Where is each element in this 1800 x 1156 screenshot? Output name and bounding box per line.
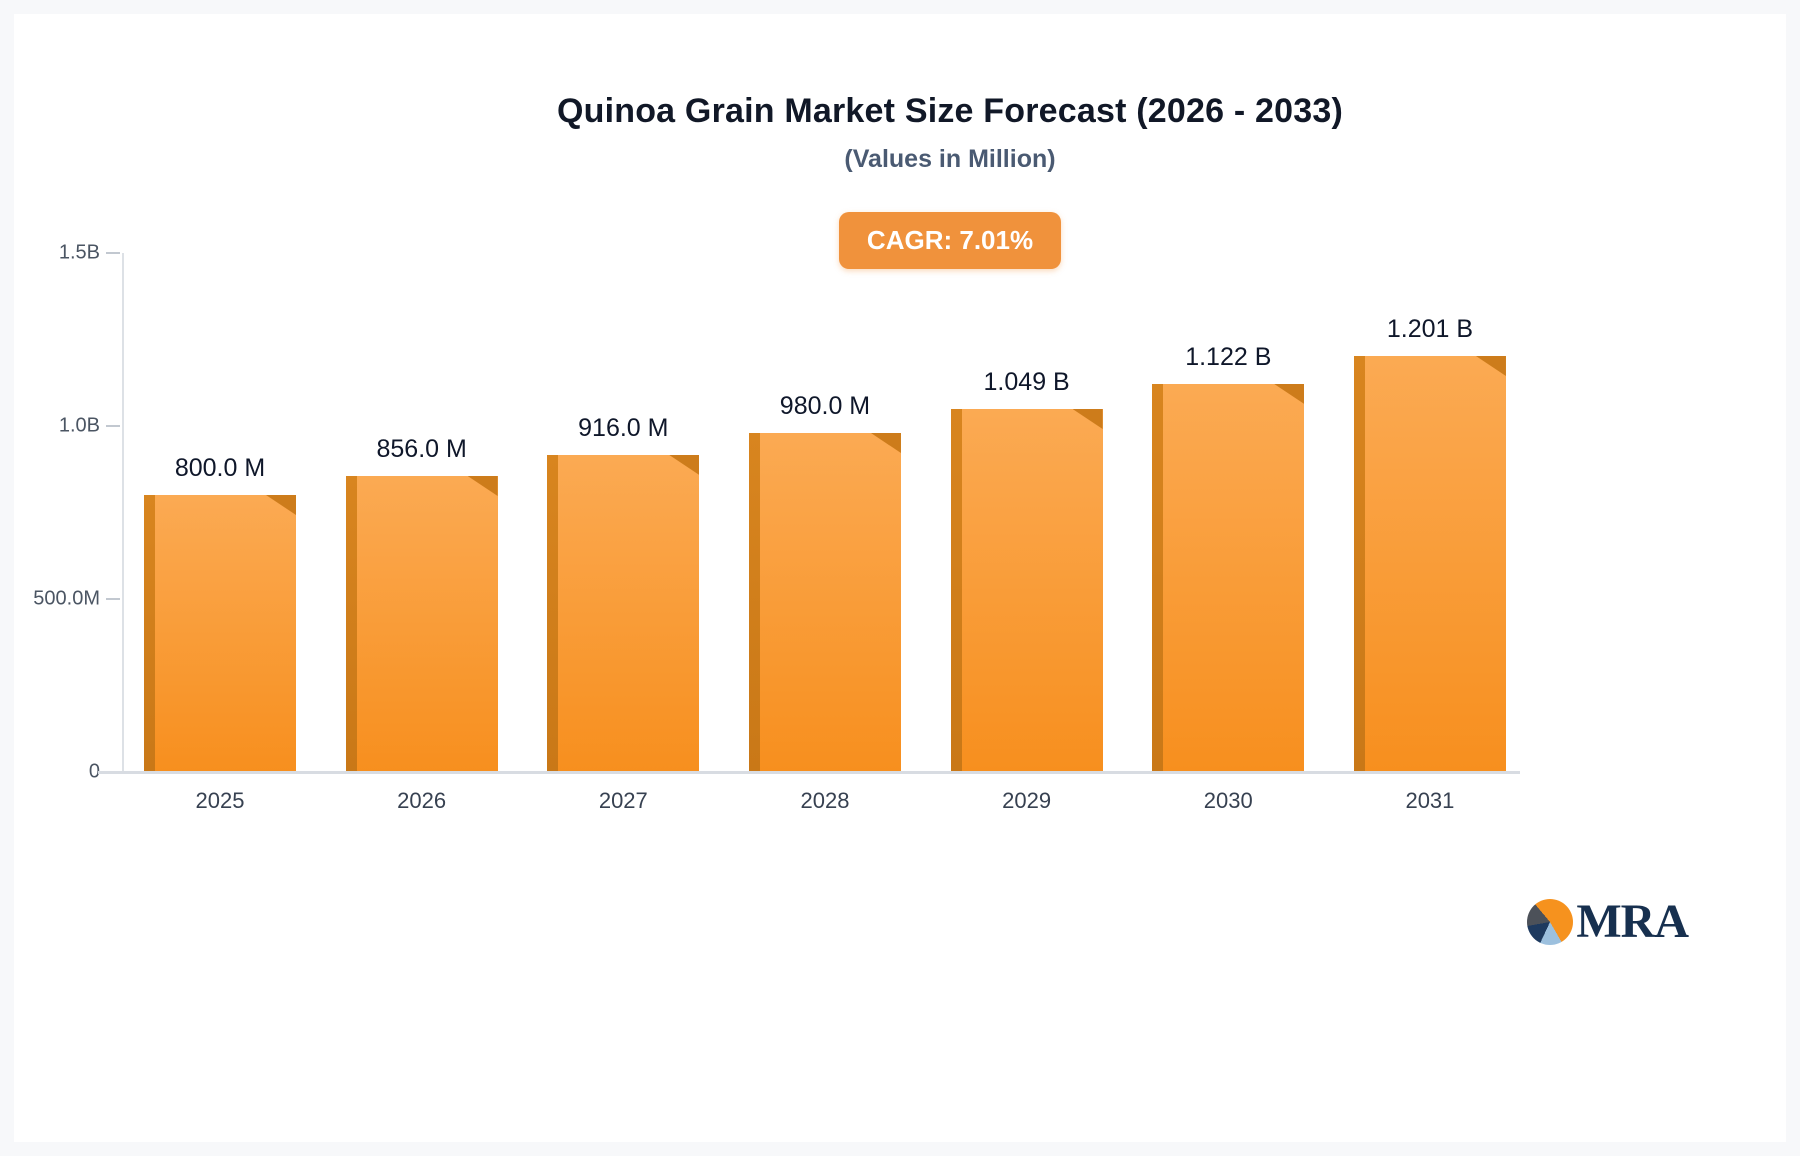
y-tick-mark <box>106 598 120 600</box>
x-axis-line <box>98 771 1520 774</box>
bar <box>345 476 498 772</box>
bar-group: 1.201 B 2031 <box>1353 315 1506 813</box>
x-tick-label: 2025 <box>195 788 245 813</box>
cagr-badge: CAGR: 7.01% <box>838 212 1062 269</box>
x-tick-label: 2031 <box>1405 788 1455 813</box>
bar-value-label: 856.0 M <box>376 435 467 463</box>
bar <box>144 495 296 772</box>
chart-header: Quinoa Grain Market Size Forecast (2026 … <box>100 92 1800 269</box>
bar-value-label: 1.201 B <box>1386 315 1474 343</box>
bar-group: 800.0 M 2025 <box>144 454 296 813</box>
x-tick-label: 2027 <box>598 788 648 813</box>
bar-value-label: 1.049 B <box>983 368 1070 396</box>
mra-logo-pie-icon <box>1527 899 1574 945</box>
bar-group: 1.122 B 2030 <box>1152 343 1305 813</box>
chart-subtitle: (Values in Million) <box>844 145 1056 173</box>
bar-group: 856.0 M 2026 <box>345 435 498 813</box>
y-tick-label: 0 <box>88 760 100 783</box>
bar-group: 980.0 M 2028 <box>748 392 901 813</box>
mra-logo: MRA <box>1527 895 1689 948</box>
bar-value-label: 916.0 M <box>578 414 669 442</box>
x-tick-label: 2028 <box>800 788 850 813</box>
y-axis-line <box>122 253 124 772</box>
bar-group: 916.0 M 2027 <box>547 414 700 813</box>
bar-value-label: 1.122 B <box>1185 343 1272 371</box>
mra-logo-text: MRA <box>1576 895 1689 948</box>
x-tick-label: 2030 <box>1203 788 1253 813</box>
bar-series: 800.0 M 2025 856.0 M 2026 916.0 M 2027 980.0 M… <box>130 253 1520 813</box>
bar <box>1353 356 1506 772</box>
chart-title: Quinoa Grain Market Size Forecast (2026 … <box>556 92 1344 130</box>
y-tick-label: 1.5B <box>58 241 100 264</box>
bar <box>748 433 901 772</box>
bar-value-label: 980.0 M <box>779 392 871 420</box>
y-tick-label: 500.0M <box>33 587 100 610</box>
bar <box>547 455 700 772</box>
x-tick-label: 2026 <box>397 788 447 813</box>
x-tick-label: 2029 <box>1002 788 1052 813</box>
plot-area: 1.5B 1.0B 500.0M 0 800.0 M 2025 856.0 M 2026 91… <box>33 242 1520 813</box>
bar-value-label: 800.0 M <box>174 454 266 482</box>
y-tick-mark <box>106 425 120 427</box>
y-tick-mark <box>106 252 120 254</box>
y-tick-label: 1.0B <box>58 414 100 437</box>
bar-group: 1.049 B 2029 <box>950 368 1103 813</box>
bar <box>950 409 1103 772</box>
bar <box>1152 384 1305 772</box>
